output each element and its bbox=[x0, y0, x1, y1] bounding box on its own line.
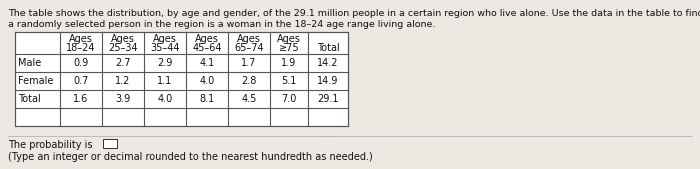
Text: 1.1: 1.1 bbox=[158, 76, 173, 86]
Text: 14.9: 14.9 bbox=[317, 76, 339, 86]
Text: ≥75: ≥75 bbox=[279, 43, 300, 53]
Text: Ages: Ages bbox=[111, 34, 135, 44]
Text: 35–44: 35–44 bbox=[150, 43, 180, 53]
Text: 1.7: 1.7 bbox=[241, 58, 257, 68]
Text: 0.7: 0.7 bbox=[74, 76, 89, 86]
Bar bbox=[103, 139, 117, 148]
Text: 3.9: 3.9 bbox=[116, 94, 131, 104]
Text: Ages: Ages bbox=[69, 34, 93, 44]
Bar bbox=[15, 32, 348, 126]
Text: 8.1: 8.1 bbox=[199, 94, 215, 104]
Text: 0.9: 0.9 bbox=[74, 58, 89, 68]
Text: Total: Total bbox=[18, 94, 41, 104]
Text: 45–64: 45–64 bbox=[193, 43, 222, 53]
Text: Ages: Ages bbox=[237, 34, 261, 44]
Text: 29.1: 29.1 bbox=[317, 94, 339, 104]
Text: 14.2: 14.2 bbox=[317, 58, 339, 68]
Text: 1.6: 1.6 bbox=[74, 94, 89, 104]
Text: (Type an integer or decimal rounded to the nearest hundredth as needed.): (Type an integer or decimal rounded to t… bbox=[8, 152, 372, 162]
Text: 18–24: 18–24 bbox=[66, 43, 96, 53]
Text: 1.2: 1.2 bbox=[116, 76, 131, 86]
Text: Ages: Ages bbox=[153, 34, 177, 44]
Text: The table shows the distribution, by age and gender, of the 29.1 million people : The table shows the distribution, by age… bbox=[8, 9, 700, 18]
Text: 4.5: 4.5 bbox=[241, 94, 257, 104]
Text: 4.0: 4.0 bbox=[158, 94, 173, 104]
Text: 7.0: 7.0 bbox=[281, 94, 297, 104]
Text: 4.0: 4.0 bbox=[199, 76, 215, 86]
Text: 25–34: 25–34 bbox=[108, 43, 138, 53]
Text: 65–74: 65–74 bbox=[234, 43, 264, 53]
Text: a randomly selected person in the region is a woman in the 18–24 age range livin: a randomly selected person in the region… bbox=[8, 20, 435, 29]
Text: Male: Male bbox=[18, 58, 41, 68]
Text: The probability is: The probability is bbox=[8, 140, 96, 150]
Text: 2.7: 2.7 bbox=[116, 58, 131, 68]
Text: Ages: Ages bbox=[195, 34, 219, 44]
Text: 2.9: 2.9 bbox=[158, 58, 173, 68]
Text: Female: Female bbox=[18, 76, 53, 86]
Text: Ages: Ages bbox=[277, 34, 301, 44]
Text: 1.9: 1.9 bbox=[281, 58, 297, 68]
Text: 4.1: 4.1 bbox=[199, 58, 215, 68]
Text: .....: ..... bbox=[322, 130, 334, 139]
Text: 5.1: 5.1 bbox=[281, 76, 297, 86]
Text: 2.8: 2.8 bbox=[241, 76, 257, 86]
Text: Total: Total bbox=[316, 43, 340, 53]
